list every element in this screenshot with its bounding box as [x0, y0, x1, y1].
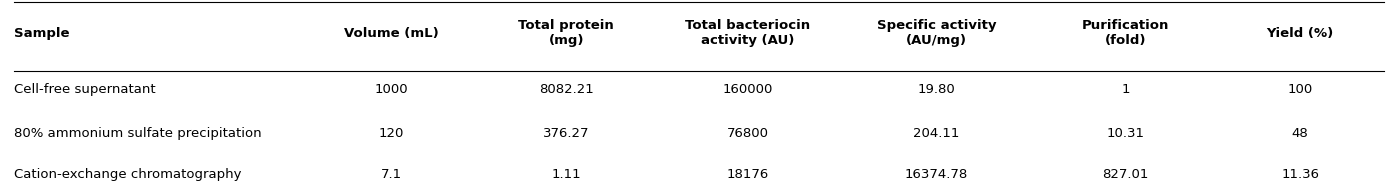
Text: 18176: 18176 [727, 168, 769, 181]
Text: 8082.21: 8082.21 [538, 83, 594, 96]
Text: Yield (%): Yield (%) [1267, 27, 1334, 40]
Text: Purification
(fold): Purification (fold) [1082, 20, 1169, 47]
Text: 16374.78: 16374.78 [905, 168, 969, 181]
Text: 160000: 160000 [723, 83, 773, 96]
Text: 1: 1 [1121, 83, 1130, 96]
Text: Specific activity
(AU/mg): Specific activity (AU/mg) [877, 20, 997, 47]
Text: Cell-free supernatant: Cell-free supernatant [14, 83, 155, 96]
Text: Cation-exchange chromatography: Cation-exchange chromatography [14, 168, 242, 181]
Text: 1000: 1000 [375, 83, 408, 96]
Text: 827.01: 827.01 [1102, 168, 1149, 181]
Text: Sample: Sample [14, 27, 70, 40]
Text: 120: 120 [379, 127, 404, 140]
Text: 19.80: 19.80 [917, 83, 956, 96]
Text: 10.31: 10.31 [1106, 127, 1145, 140]
Text: 7.1: 7.1 [380, 168, 403, 181]
Text: 48: 48 [1292, 127, 1309, 140]
Text: 376.27: 376.27 [542, 127, 590, 140]
Text: Total bacteriocin
activity (AU): Total bacteriocin activity (AU) [685, 20, 811, 47]
Text: 1.11: 1.11 [551, 168, 582, 181]
Text: Total protein
(mg): Total protein (mg) [519, 20, 614, 47]
Text: 204.11: 204.11 [913, 127, 960, 140]
Text: 11.36: 11.36 [1281, 168, 1320, 181]
Text: 100: 100 [1288, 83, 1313, 96]
Text: 80% ammonium sulfate precipitation: 80% ammonium sulfate precipitation [14, 127, 261, 140]
Text: Volume (mL): Volume (mL) [344, 27, 439, 40]
Text: 76800: 76800 [727, 127, 769, 140]
